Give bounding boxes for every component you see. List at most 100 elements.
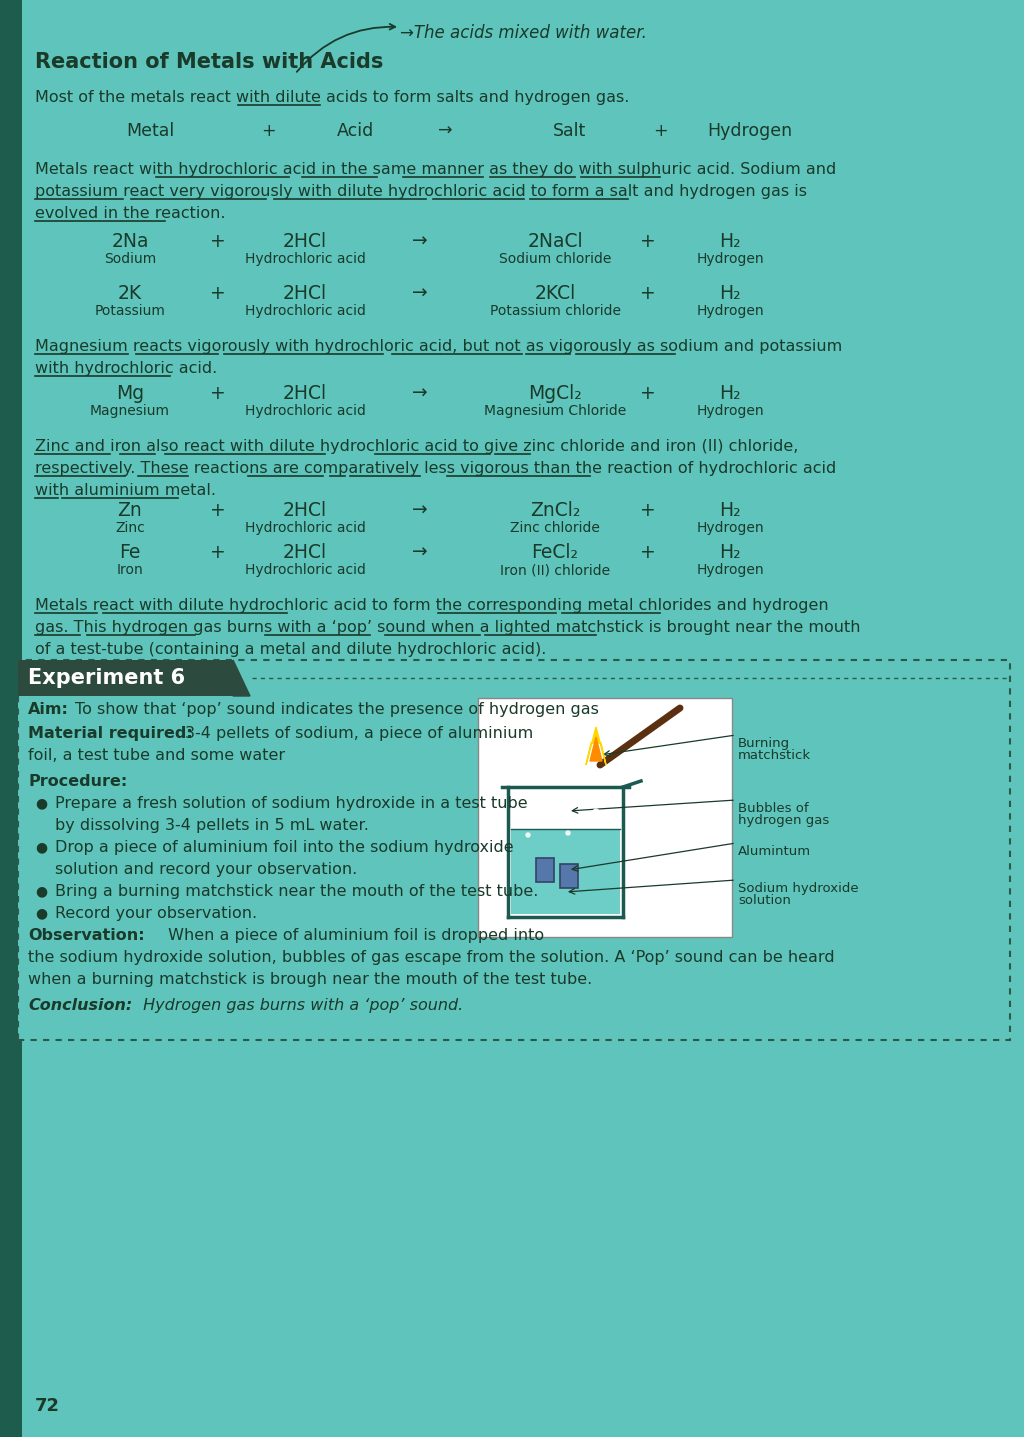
Circle shape [567,803,573,810]
Text: Salt: Salt [553,122,587,139]
Text: by dissolving 3-4 pellets in 5 mL water.: by dissolving 3-4 pellets in 5 mL water. [55,818,369,833]
Text: +: + [640,231,656,251]
Text: →: → [412,543,428,562]
Text: Sodium hydroxide: Sodium hydroxide [738,882,859,895]
Circle shape [530,822,536,828]
Text: H₂: H₂ [719,384,740,402]
Text: H₂: H₂ [719,543,740,562]
Text: Bubbles of: Bubbles of [738,802,809,815]
Text: solution and record your observation.: solution and record your observation. [55,862,357,877]
Text: Acid: Acid [336,122,374,139]
Text: Hydrochloric acid: Hydrochloric acid [245,404,366,418]
Text: +: + [210,384,226,402]
Text: ●: ● [35,796,47,810]
Text: Hydrogen: Hydrogen [696,522,764,535]
Text: Iron (II) chloride: Iron (II) chloride [500,563,610,578]
Text: +: + [261,122,275,139]
Text: Magnesium Chloride: Magnesium Chloride [484,404,626,418]
Bar [536,858,554,882]
Bar [0,0,22,1437]
Text: →: → [437,122,453,139]
Text: Hydrochloric acid: Hydrochloric acid [245,251,366,266]
Text: with aluminium metal.: with aluminium metal. [35,483,216,499]
Text: potassium react very vigorously with dilute hydrochloric acid to form a salt and: potassium react very vigorously with dil… [35,184,807,198]
Text: Hydrogen: Hydrogen [696,305,764,318]
Text: 2KCl: 2KCl [535,285,575,303]
Text: when a burning matchstick is brough near the mouth of the test tube.: when a burning matchstick is brough near… [28,971,592,987]
Text: with hydrochloric acid.: with hydrochloric acid. [35,361,217,376]
Text: Sodium: Sodium [103,251,156,266]
Text: Hydrogen: Hydrogen [696,251,764,266]
Text: +: + [640,502,656,520]
Text: Potassium: Potassium [94,305,166,318]
Circle shape [580,816,587,822]
Text: ●: ● [35,841,47,854]
Text: H₂: H₂ [719,231,740,251]
Text: ●: ● [35,905,47,920]
Text: Hydrogen: Hydrogen [696,404,764,418]
Text: Experiment 6: Experiment 6 [28,668,185,688]
Text: the sodium hydroxide solution, bubbles of gas escape from the solution. A ‘Pop’ : the sodium hydroxide solution, bubbles o… [28,950,835,966]
Circle shape [522,812,529,819]
Text: MgCl₂: MgCl₂ [528,384,582,402]
Text: Magnesium: Magnesium [90,404,170,418]
Text: Conclusion:: Conclusion: [28,999,132,1013]
Text: Potassium chloride: Potassium chloride [489,305,621,318]
Circle shape [526,833,530,836]
Text: hydrogen gas: hydrogen gas [738,813,829,828]
Text: 2HCl: 2HCl [283,231,327,251]
Text: Hydrogen: Hydrogen [708,122,793,139]
Text: Record your observation.: Record your observation. [55,905,257,921]
Text: evolved in the reaction.: evolved in the reaction. [35,205,225,221]
Text: Hydrochloric acid: Hydrochloric acid [245,563,366,578]
Text: +: + [210,543,226,562]
Text: +: + [640,285,656,303]
Text: +: + [210,231,226,251]
Text: foil, a test tube and some water: foil, a test tube and some water [28,749,285,763]
Text: Mg: Mg [116,384,144,402]
Text: When a piece of aluminium foil is dropped into: When a piece of aluminium foil is droppe… [163,928,544,943]
Text: Hydrochloric acid: Hydrochloric acid [245,522,366,535]
Bar [511,829,620,914]
Text: Metals react with dilute hydrochloric acid to form the corresponding metal chlor: Metals react with dilute hydrochloric ac… [35,598,828,614]
Text: Hydrochloric acid: Hydrochloric acid [245,305,366,318]
Text: →The acids mixed with water.: →The acids mixed with water. [400,24,647,42]
Circle shape [552,813,560,821]
Text: 2Na: 2Na [112,231,148,251]
Text: solution: solution [738,894,791,907]
Text: 2HCl: 2HCl [283,285,327,303]
Text: 2HCl: 2HCl [283,543,327,562]
Text: Prepare a fresh solution of sodium hydroxide in a test tube: Prepare a fresh solution of sodium hydro… [55,796,527,810]
Text: respectively. These reactions are comparatively less vigorous than the reaction : respectively. These reactions are compar… [35,461,837,476]
Circle shape [537,806,543,812]
Text: +: + [640,384,656,402]
Text: Metal: Metal [126,122,174,139]
Text: Hydrogen gas burns with a ‘pop’ sound.: Hydrogen gas burns with a ‘pop’ sound. [138,999,463,1013]
Text: Material required:: Material required: [28,726,193,741]
Text: Most of the metals react with dilute acids to form salts and hydrogen gas.: Most of the metals react with dilute aci… [35,91,630,105]
Text: Metals react with hydrochloric acid in the same manner as they do with sulphuric: Metals react with hydrochloric acid in t… [35,162,837,177]
Circle shape [575,799,581,803]
Text: 3-4 pellets of sodium, a piece of aluminium: 3-4 pellets of sodium, a piece of alumin… [185,726,534,741]
Text: →: → [412,231,428,251]
Text: +: + [652,122,668,139]
Text: Procedure:: Procedure: [28,775,127,789]
Text: Zinc: Zinc [115,522,144,535]
Text: 2NaCl: 2NaCl [527,231,583,251]
Text: Iron: Iron [117,563,143,578]
Polygon shape [586,727,606,764]
Text: Aim:: Aim: [28,703,69,717]
Text: Magnesium reacts vigorously with hydrochloric acid, but not as vigorously as sod: Magnesium reacts vigorously with hydroch… [35,339,843,354]
Text: 2K: 2K [118,285,142,303]
Text: Drop a piece of aluminium foil into the sodium hydroxide: Drop a piece of aluminium foil into the … [55,841,514,855]
Text: Hydrogen: Hydrogen [696,563,764,578]
Text: 2HCl: 2HCl [283,384,327,402]
Text: Sodium chloride: Sodium chloride [499,251,611,266]
Polygon shape [590,737,602,762]
Text: →: → [412,285,428,303]
Text: of a test-tube (containing a metal and dilute hydrochloric acid).: of a test-tube (containing a metal and d… [35,642,547,657]
Text: 72: 72 [35,1397,60,1415]
Text: H₂: H₂ [719,502,740,520]
Text: Zn: Zn [118,502,142,520]
Text: →: → [412,384,428,402]
